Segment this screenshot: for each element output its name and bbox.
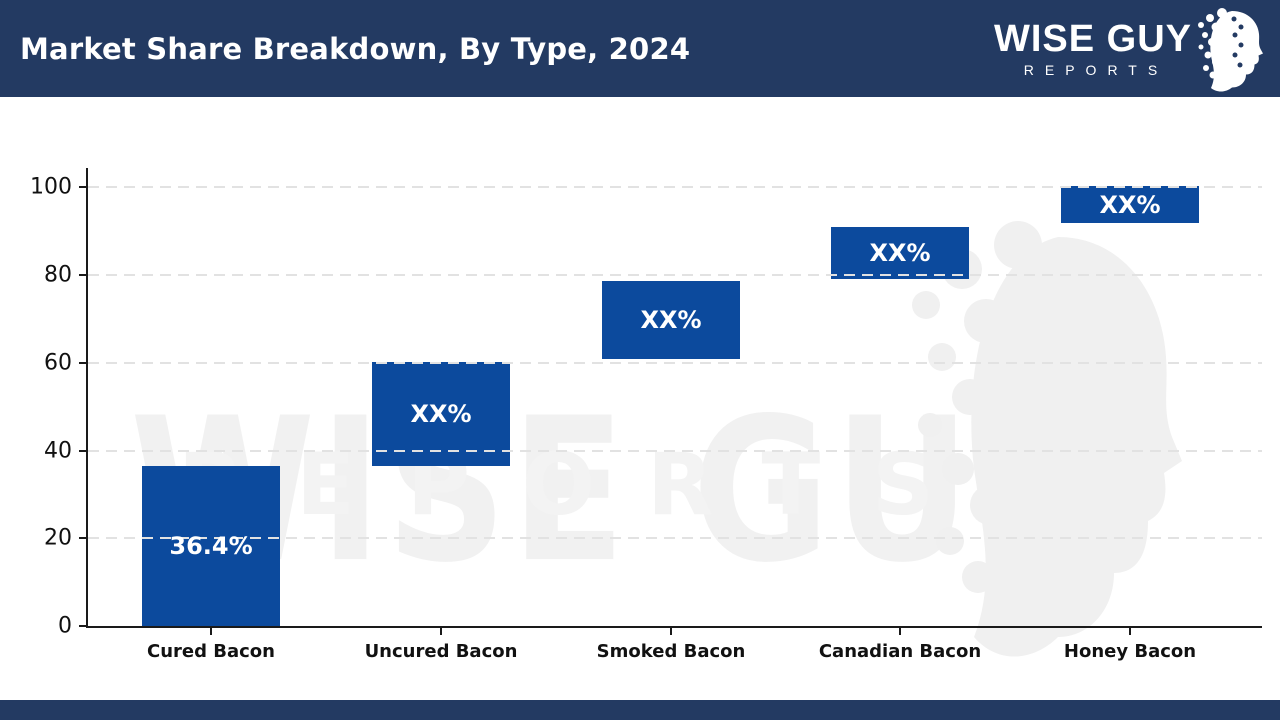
y-tick-label-80: 80 [44, 262, 72, 288]
brand-logo-text: WISE GUY REPORTS [994, 20, 1192, 77]
bar-value-label: 36.4% [169, 532, 253, 561]
brand-name: WISE GUY [993, 18, 1192, 60]
brand-head-icon [1198, 7, 1263, 92]
bar-value-label: XX% [640, 306, 702, 335]
x-category-label: Honey Bacon [1063, 641, 1197, 662]
axes: 0 20 40 60 80 100 Cured Bacon Uncured Bacon Smok… [0, 97, 1280, 700]
gridlines [0, 97, 1280, 700]
y-tick-label-40: 40 [44, 438, 72, 464]
bar-smoked-bacon [602, 280, 740, 360]
brand-logo: WISE GUY REPORTS [994, 5, 1266, 93]
bar-value-label: XX% [869, 238, 931, 267]
bar-labels: 36.4% XX% XX% XX% XX% [0, 97, 1280, 700]
x-category-label: Smoked Bacon [596, 641, 746, 662]
x-tick-0 [210, 628, 212, 635]
gridline-100 [88, 186, 1262, 189]
y-tick-label-20: 20 [44, 525, 72, 551]
y-tick-20 [79, 537, 86, 540]
header: Market Share Breakdown, By Type, 2024 WI… [0, 0, 1280, 97]
bar-cured-bacon [142, 466, 280, 626]
y-tick-80 [79, 274, 86, 277]
x-category-label: Cured Bacon [147, 641, 275, 662]
bar-value-label: XX% [1099, 190, 1161, 219]
footer-bar [0, 700, 1280, 720]
x-tick-3 [899, 628, 901, 635]
bar-honey-bacon [1061, 185, 1199, 224]
y-axis-line [86, 168, 88, 628]
x-tick-2 [670, 628, 672, 635]
bar-value-label: XX% [410, 399, 472, 428]
gridline-80 [88, 274, 1262, 277]
y-tick-0 [79, 625, 86, 627]
bar-uncured-bacon [372, 361, 510, 467]
bars [0, 97, 1280, 700]
y-tick-60 [79, 361, 86, 364]
gridline-20 [88, 537, 1262, 540]
x-axis-line [86, 626, 1262, 628]
y-tick-label-60: 60 [44, 350, 72, 376]
y-tick-label-0: 0 [58, 613, 72, 639]
x-category-label: Canadian Bacon [818, 641, 982, 662]
x-category-label: Uncured Bacon [364, 641, 518, 662]
x-tick-4 [1129, 628, 1131, 635]
y-tick-40 [79, 449, 86, 452]
y-tick-label-100: 100 [30, 174, 72, 200]
gridline-40 [88, 449, 1262, 452]
gridline-60 [88, 361, 1262, 364]
plot-area: WISE GUY REPORTS 36.4% XX% XX% XX% XX% 0 20 40… [0, 97, 1280, 700]
page-title: Market Share Breakdown, By Type, 2024 [20, 31, 691, 66]
y-tick-100 [79, 186, 86, 189]
brand-subtitle: REPORTS [1023, 62, 1169, 78]
x-tick-1 [440, 628, 442, 635]
